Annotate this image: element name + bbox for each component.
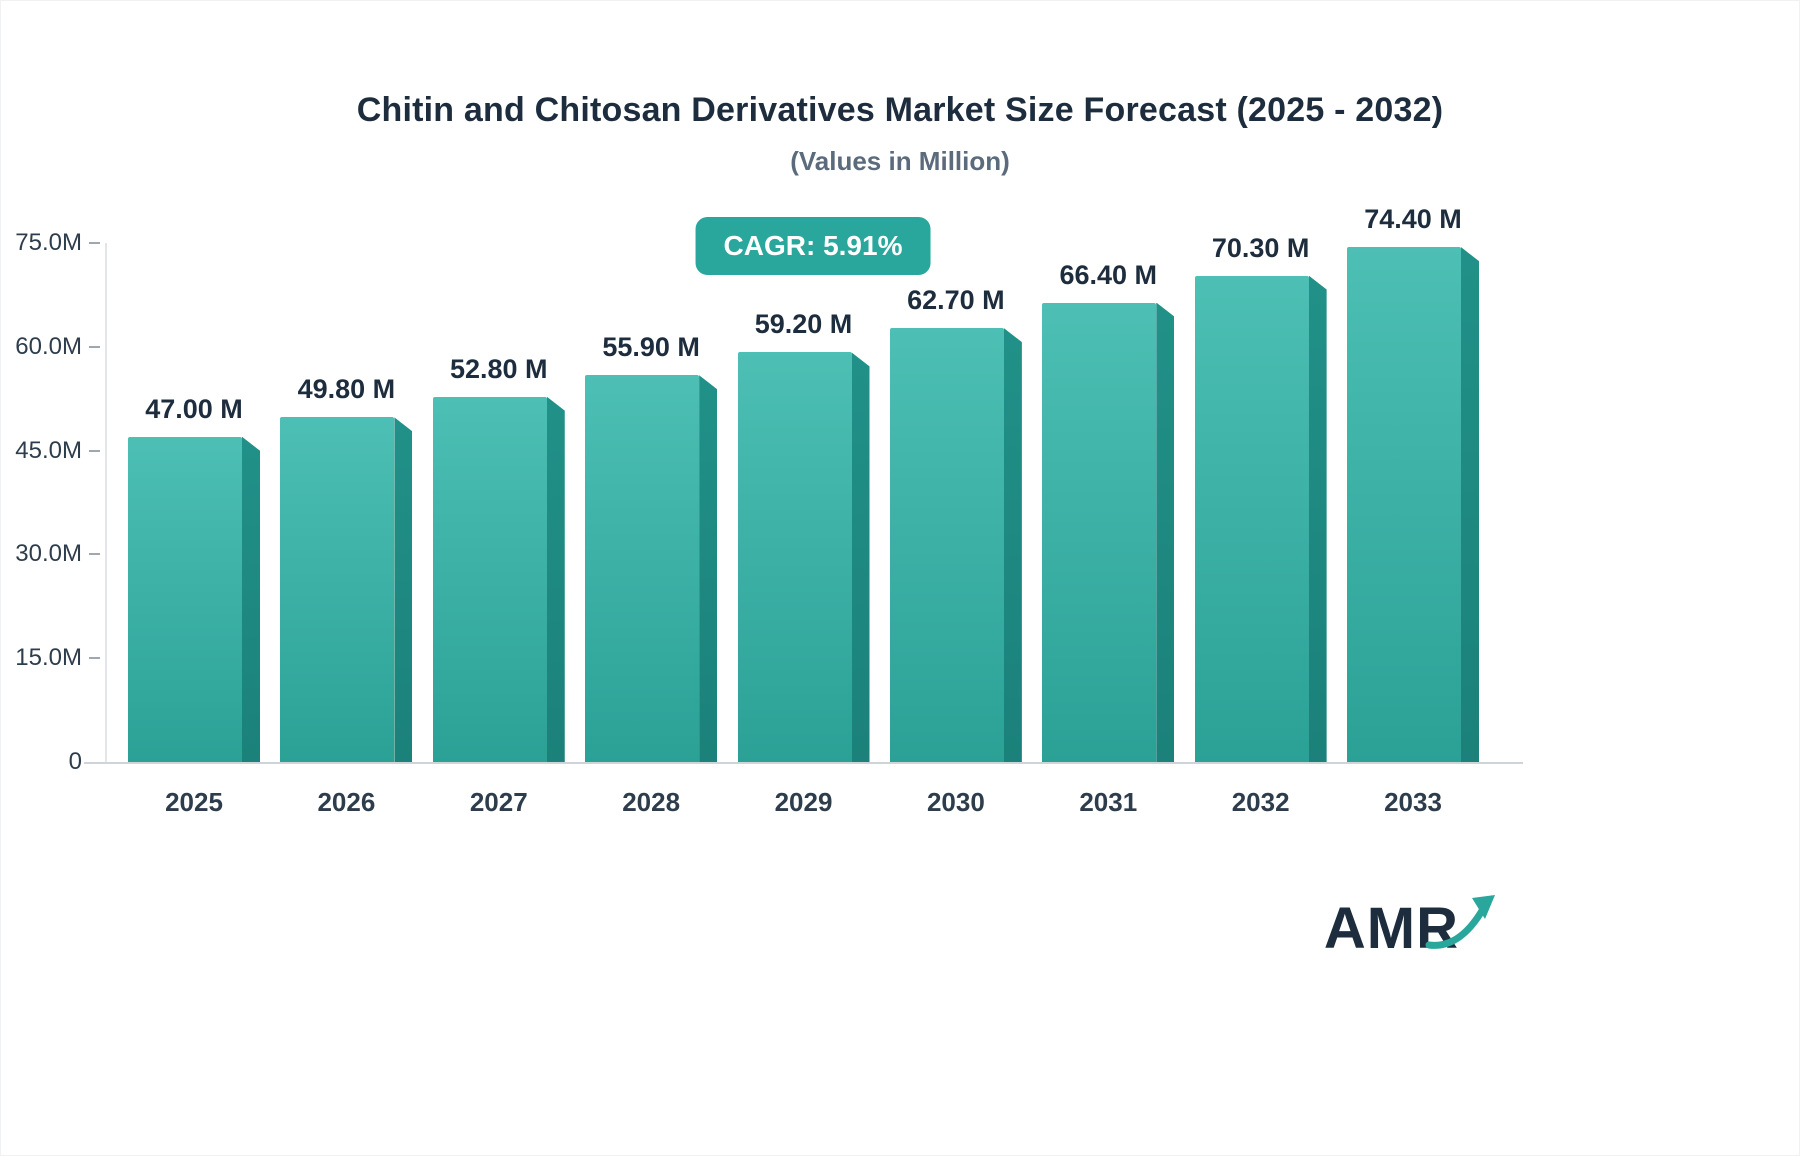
chart-title: Chitin and Chitosan Derivatives Market S…	[356, 91, 1444, 129]
bar-value-label: 62.70 M	[907, 285, 1005, 316]
y-axis-tick	[89, 553, 100, 556]
bar-side-shadow	[1461, 247, 1479, 762]
y-axis-label: 45.0M	[15, 436, 82, 464]
chart-area: CAGR: 5.91% 75.0M 60.0M 45.0M 30.0M 15.0M 0 4…	[1, 204, 1799, 852]
bar-value-label: 70.30 M	[1211, 232, 1310, 263]
bar	[280, 417, 413, 762]
bar	[889, 328, 1022, 762]
x-axis-label: 2028	[622, 787, 681, 817]
bar-value-label: 52.80 M	[449, 353, 548, 384]
bar-group: 49.80 M 2026	[280, 243, 413, 817]
x-axis-label: 2030	[926, 787, 985, 817]
chart-subtitle: (Values in Million)	[790, 146, 1010, 176]
bar-side-shadow	[1156, 302, 1175, 762]
bar-side-shadow	[394, 417, 413, 762]
x-axis-line	[84, 762, 1523, 764]
y-axis-label: 15.0M	[15, 644, 82, 672]
bar-group: 74.40 M 2033	[1347, 204, 1479, 817]
bar	[585, 375, 718, 762]
bar-value-label: 49.80 M	[297, 374, 396, 405]
bar-group: 70.30 M 2032	[1194, 233, 1327, 817]
growth-arrow-head	[1472, 894, 1495, 919]
bar-group: 47.00 M 2025	[128, 243, 260, 817]
growth-arrow-swoosh	[1425, 905, 1487, 949]
bar	[128, 436, 260, 762]
y-axis-tick	[89, 449, 100, 452]
y-axis-label: 30.0M	[15, 540, 82, 568]
bar-value-label: 74.40 M	[1364, 204, 1462, 235]
bar-face	[737, 352, 852, 762]
bar-side-shadow	[546, 396, 565, 762]
bar-group: 52.80 M 2027	[432, 243, 565, 817]
bar	[1347, 247, 1479, 762]
y-axis-line	[105, 243, 107, 762]
y-axis-label: 60.0M	[15, 332, 82, 360]
bar-value-label: 59.20 M	[754, 309, 853, 340]
bar-face	[280, 417, 395, 762]
bar-group: 62.70 M 2030	[889, 243, 1022, 817]
x-axis-label: 2025	[165, 787, 223, 817]
bar	[1042, 302, 1175, 762]
y-axis-label: 75.0M	[15, 229, 82, 256]
bar-group: 66.40 M 2031	[1042, 243, 1175, 817]
bar-face	[1042, 302, 1157, 762]
x-axis-label: 2031	[1079, 787, 1138, 817]
bar	[432, 396, 565, 762]
x-axis-label: 2033	[1384, 787, 1442, 817]
bar-series: 47.00 M 2025 49.80 M 2026 52.80 M 2027 55.90 M…	[128, 204, 1479, 817]
cagr-badge: CAGR: 5.91%	[695, 217, 931, 275]
bar	[1194, 275, 1327, 762]
bar-face	[1347, 247, 1461, 762]
bar-side-shadow	[242, 436, 260, 762]
y-axis-tick	[89, 657, 100, 660]
bar-value-label: 66.40 M	[1059, 259, 1158, 290]
bar-face	[1194, 275, 1309, 762]
x-axis-label: 2027	[469, 787, 528, 817]
bar-value-label: 47.00 M	[145, 393, 243, 424]
bar-face	[128, 436, 242, 762]
bar	[737, 352, 870, 762]
x-axis-label: 2032	[1231, 787, 1290, 817]
y-axis-label: 0	[68, 748, 82, 775]
x-axis-label: 2026	[317, 787, 376, 817]
growth-arrow-icon	[1425, 894, 1495, 949]
bar-value-label: 55.90 M	[602, 332, 700, 363]
bar-side-shadow	[1308, 275, 1327, 762]
bar-side-shadow	[1003, 328, 1022, 762]
amr-logo-text: AMR	[1323, 896, 1459, 961]
bar-group: 55.90 M 2028	[585, 243, 718, 817]
y-axis-tick	[89, 345, 100, 348]
y-axis-tick	[89, 242, 100, 244]
bar-face	[889, 328, 1004, 762]
x-axis-label: 2029	[774, 787, 833, 817]
amr-logo: AMR	[1323, 894, 1499, 962]
bar-side-shadow	[851, 352, 870, 762]
plot-area: 75.0M 60.0M 45.0M 30.0M 15.0M 0 47.00 M 2025 49…	[15, 204, 1523, 817]
bar-face	[432, 396, 547, 762]
bar-group: 59.20 M 2029	[737, 243, 870, 817]
bar-side-shadow	[699, 375, 718, 762]
bar-face	[585, 375, 700, 762]
